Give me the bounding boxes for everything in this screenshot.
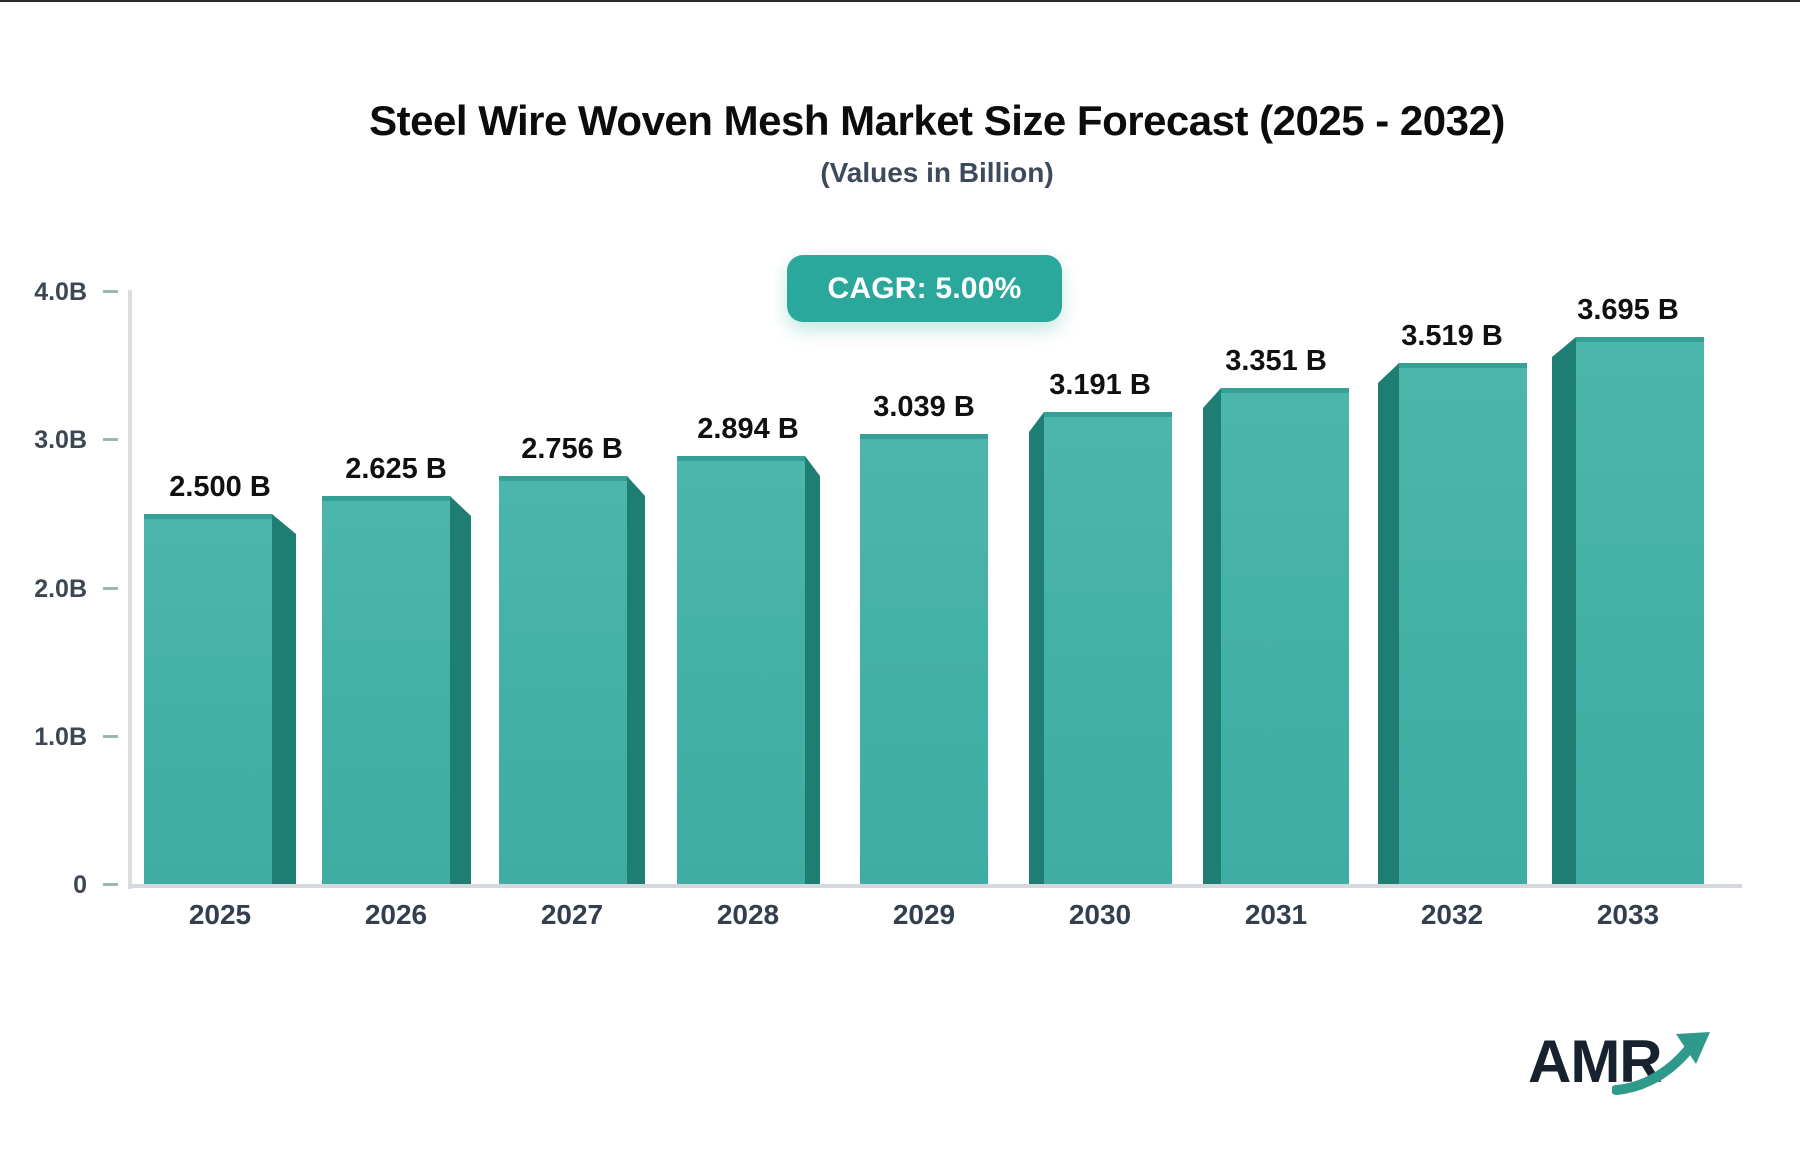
bar-value-label: 2.756 B	[521, 433, 623, 465]
chart-subtitle: (Values in Billion)	[820, 157, 1054, 188]
bar-value-label: 3.695 B	[1577, 294, 1679, 326]
bar-3d-side	[1378, 363, 1399, 885]
bar-3d-side	[450, 496, 471, 885]
bar-face	[1221, 388, 1349, 885]
x-axis-label-2033: 2033	[1596, 899, 1660, 930]
y-tick-label: 3.0B	[34, 426, 87, 455]
x-axis-label-2029: 2029	[892, 899, 956, 930]
cagr-badge-label: CAGR: 5.00%	[827, 271, 1022, 305]
bar-face	[1044, 412, 1172, 885]
bar-face	[860, 434, 988, 885]
bar-3d-side	[1029, 412, 1044, 885]
y-tick-dash	[103, 883, 118, 886]
y-tick-dash	[103, 586, 118, 590]
y-tick-dash	[103, 438, 118, 442]
top-border-line	[0, 0, 1800, 2]
cagr-badge: CAGR: 5.00%	[787, 255, 1062, 322]
bar-3d-side	[1552, 337, 1576, 885]
y-tick-label: 4.0B	[34, 278, 87, 306]
chart-title: Steel Wire Woven Mesh Market Size Foreca…	[369, 97, 1505, 144]
y-axis-line	[128, 290, 132, 889]
bar-face	[499, 476, 627, 885]
bar-face	[322, 496, 450, 885]
x-axis-label-2025: 2025	[188, 899, 252, 930]
growth-arrow-icon	[1612, 1032, 1710, 1095]
bar-2028	[677, 456, 820, 885]
bar-2033	[1552, 337, 1704, 885]
bar-2026	[322, 496, 471, 885]
bar-2032	[1378, 363, 1527, 885]
y-tick-label: 2.0B	[34, 574, 87, 603]
bar-2025	[144, 514, 296, 885]
bar-face	[1399, 363, 1527, 885]
x-axis-label-2030: 2030	[1068, 899, 1132, 930]
y-tick-dash	[103, 734, 118, 738]
x-axis-label-2026: 2026	[364, 899, 428, 930]
x-axis-label-2028: 2028	[716, 899, 780, 930]
bar-3d-side	[272, 514, 296, 885]
bar-2027	[499, 476, 645, 885]
chart-header: Steel Wire Woven Mesh Market Size Foreca…	[130, 96, 1744, 192]
bar-face	[144, 514, 272, 885]
bar-value-label: 3.519 B	[1401, 320, 1503, 352]
bar-value-label: 3.039 B	[873, 391, 975, 423]
x-axis-label-2027: 2027	[540, 899, 604, 930]
bar-2030	[1029, 412, 1172, 885]
bar-3d-side	[805, 456, 820, 885]
y-tick-dash	[103, 290, 118, 293]
bar-value-label: 3.191 B	[1049, 369, 1151, 401]
bar-face	[677, 456, 805, 885]
amr-logo: AMR	[1528, 1030, 1728, 1110]
bar-3d-side	[627, 476, 645, 885]
bar-3d-side	[1203, 388, 1221, 885]
bar-face	[1576, 337, 1704, 885]
y-tick-label: 1.0B	[34, 722, 87, 751]
bar-2031	[1203, 388, 1349, 885]
bar-value-label: 2.625 B	[345, 453, 447, 485]
bar-value-label: 2.500 B	[169, 471, 271, 503]
y-tick-label: 0	[73, 871, 87, 899]
x-axis-label-2031: 2031	[1244, 899, 1308, 930]
x-axis-label-2032: 2032	[1420, 899, 1484, 930]
x-axis-baseline	[128, 884, 1742, 888]
bar-value-label: 3.351 B	[1225, 345, 1327, 377]
bar-2029	[860, 434, 988, 885]
bar-value-label: 2.894 B	[697, 413, 799, 445]
